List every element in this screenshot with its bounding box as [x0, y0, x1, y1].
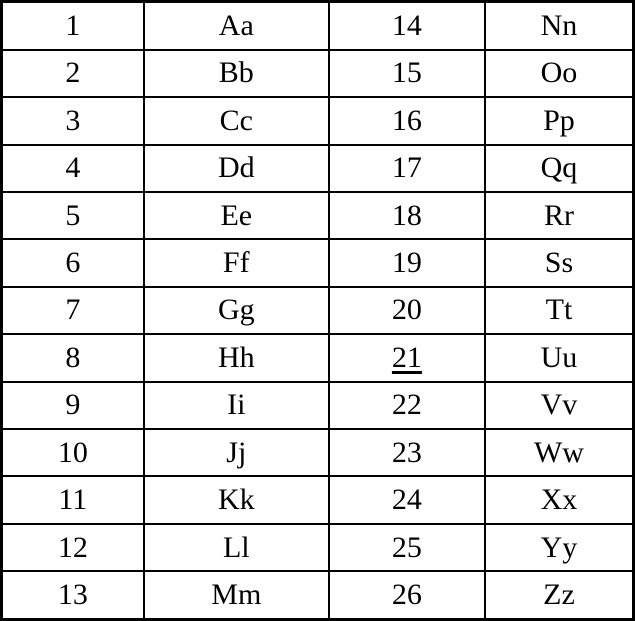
table-cell-index-left: 10 — [0, 428, 145, 478]
table-cell-letters-right: Xx — [483, 475, 635, 525]
table-cell-letters-right: Ss — [483, 238, 635, 288]
table-row: 9 Ii 22 Vv — [0, 380, 635, 431]
table-cell-letters-right: Pp — [483, 96, 635, 146]
table-cell-index-left: 2 — [0, 48, 145, 99]
table-cell-index-right: 22 — [327, 380, 486, 431]
table-cell-index-right: 20 — [327, 285, 486, 336]
table-cell-letters-left: Ff — [142, 238, 330, 288]
table-cell-letters-left: Ee — [142, 190, 330, 241]
table-cell-letters-left: Kk — [142, 475, 330, 525]
table-cell-index-left: 4 — [0, 143, 145, 193]
table-cell-letters-right: Rr — [483, 190, 635, 241]
table-cell-index-right: 25 — [327, 522, 486, 573]
table-cell-index-left: 3 — [0, 96, 145, 146]
table-cell-index-left: 9 — [0, 380, 145, 431]
table-cell-letters-right: Yy — [483, 522, 635, 573]
table-row: 4 Dd 17 Qq — [0, 143, 635, 193]
table-cell-letters-right: Qq — [483, 143, 635, 193]
table-row: 5 Ee 18 Rr — [0, 190, 635, 241]
table-cell-letters-right: Ww — [483, 428, 635, 478]
table-cell-index-left: 5 — [0, 190, 145, 241]
table-row: 7 Gg 20 Tt — [0, 285, 635, 336]
table-cell-letters-right: Uu — [483, 333, 635, 383]
table-cell-index-left: 13 — [0, 570, 145, 621]
table-cell-index-right: 15 — [327, 48, 486, 99]
table-cell-letters-left: Dd — [142, 143, 330, 193]
table-cell-letters-right: Zz — [483, 570, 635, 621]
table-cell-letters-left: Cc — [142, 96, 330, 146]
table-cell-letters-left: Jj — [142, 428, 330, 478]
table-cell-index-left: 12 — [0, 522, 145, 573]
table-cell-index-right: 19 — [327, 238, 486, 288]
table-cell-letters-left: Mm — [142, 570, 330, 621]
table-cell-index-left: 6 — [0, 238, 145, 288]
table-cell-index-left: 7 — [0, 285, 145, 336]
table-cell-letters-right: Oo — [483, 48, 635, 99]
table-cell-letters-left: Ll — [142, 522, 330, 573]
table-row: 10 Jj 23 Ww — [0, 428, 635, 478]
table-row: 12 Ll 25 Yy — [0, 522, 635, 573]
table-cell-index-right: 17 — [327, 143, 486, 193]
table-cell-index-right: 26 — [327, 570, 486, 621]
table-row: 8 Hh 21 Uu — [0, 333, 635, 383]
table-cell-index-left: 8 — [0, 333, 145, 383]
table-cell-index-right: 14 — [327, 0, 486, 51]
table-cell-letters-left: Ii — [142, 380, 330, 431]
table-cell-index-right: 24 — [327, 475, 486, 525]
table-cell-index-right: 16 — [327, 96, 486, 146]
table-cell-letters-left: Gg — [142, 285, 330, 336]
table-row: 6 Ff 19 Ss — [0, 238, 635, 288]
table-cell-index-left: 11 — [0, 475, 145, 525]
table-cell-letters-left: Hh — [142, 333, 330, 383]
table-row: 13 Mm 26 Zz — [0, 570, 635, 621]
table-cell-letters-left: Bb — [142, 48, 330, 99]
table-cell-index-right: 21 — [327, 333, 486, 383]
table-row: 2 Bb 15 Oo — [0, 48, 635, 99]
table-cell-index-right: 18 — [327, 190, 486, 241]
table-cell-letters-right: Vv — [483, 380, 635, 431]
table-cell-index-left: 1 — [0, 0, 145, 51]
table-row: 1 Aa 14 Nn — [0, 0, 635, 51]
table-cell-letters-right: Nn — [483, 0, 635, 51]
table-cell-letters-left: Aa — [142, 0, 330, 51]
table-row: 11 Kk 24 Xx — [0, 475, 635, 525]
table-cell-letters-right: Tt — [483, 285, 635, 336]
table-cell-index-right: 23 — [327, 428, 486, 478]
table-row: 3 Cc 16 Pp — [0, 96, 635, 146]
